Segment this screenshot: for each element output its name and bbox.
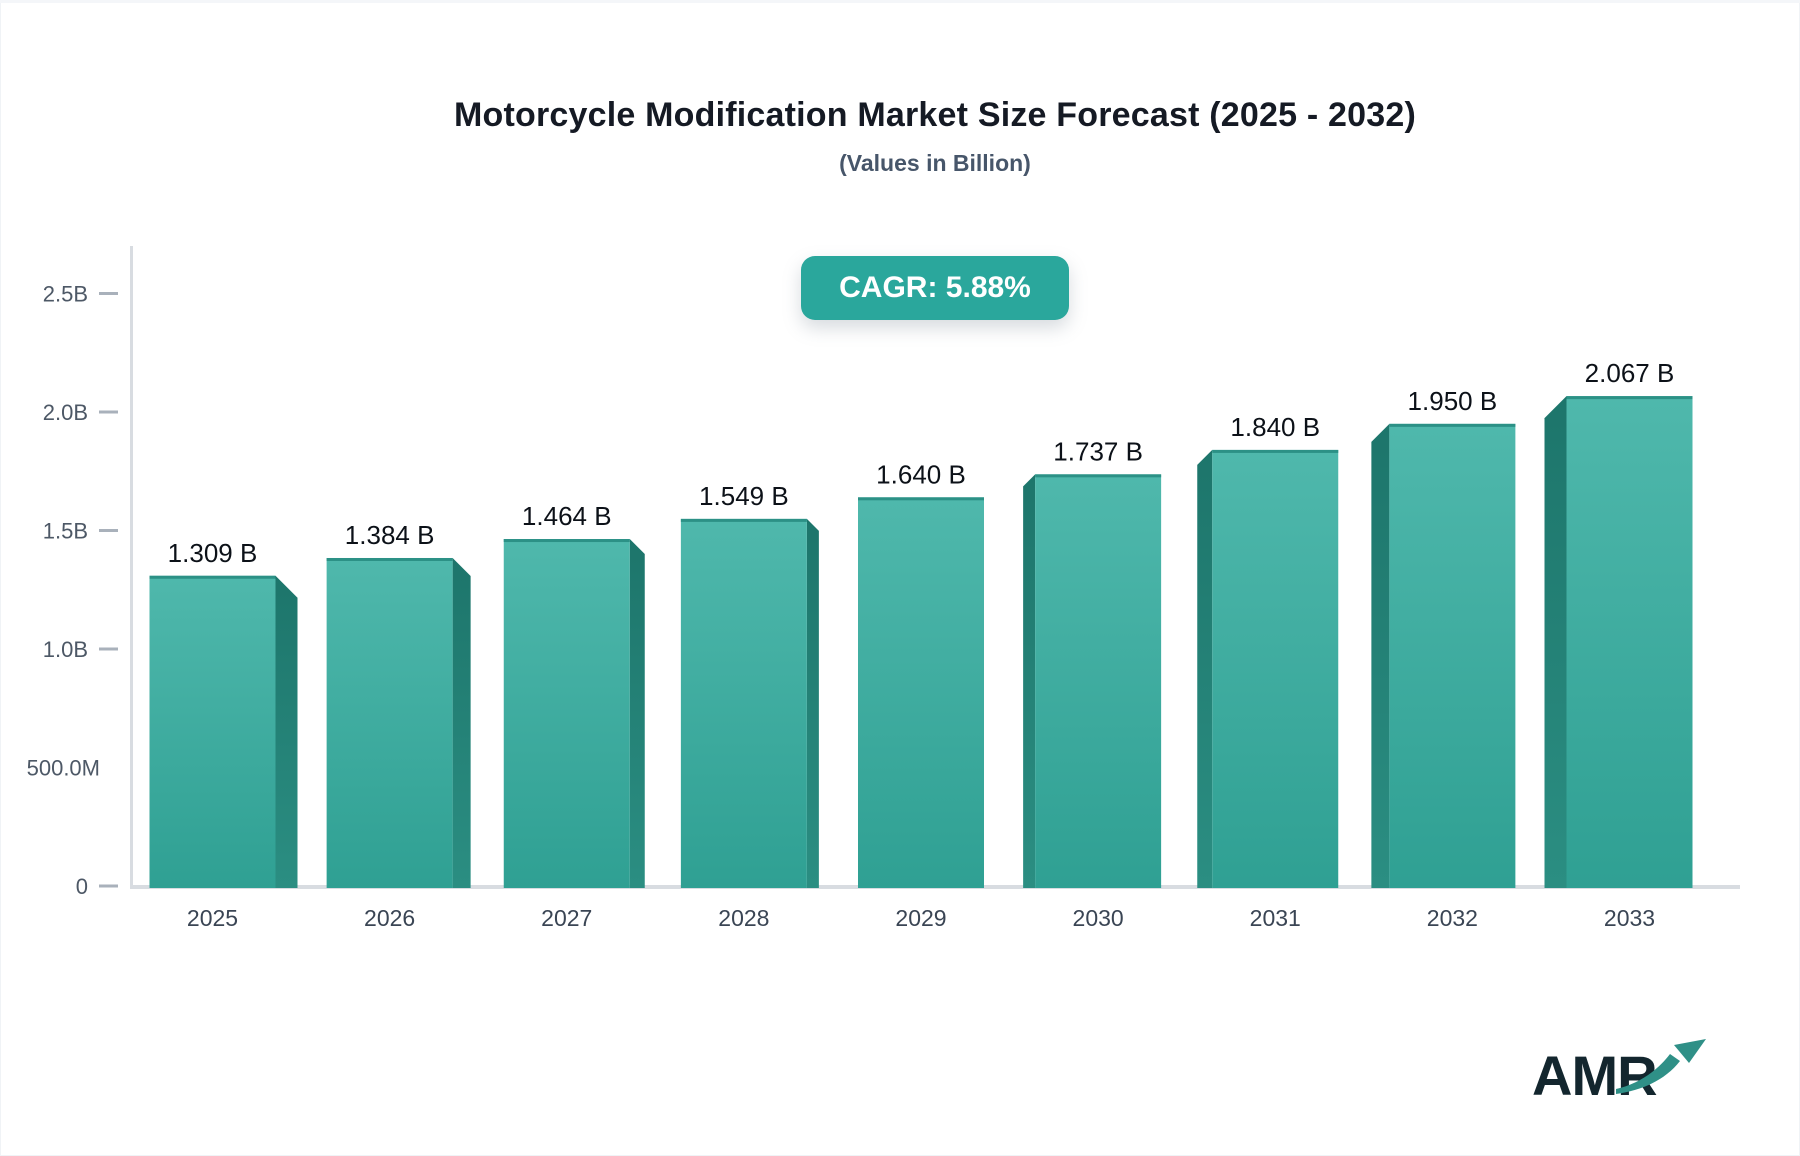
bar-3d-side <box>452 557 471 888</box>
bar-group-2029: 1.640 B 2029 <box>858 459 984 931</box>
x-axis-label-2029: 2029 <box>895 905 946 931</box>
bar-value-label: 1.549 B <box>699 481 789 511</box>
y-axis-label: 2.0B <box>43 400 88 425</box>
bar-2031[interactable] <box>1212 449 1339 888</box>
bar-2032[interactable] <box>1389 423 1516 888</box>
bar-3d-side <box>1023 474 1036 888</box>
x-axis-label-2025: 2025 <box>187 905 238 931</box>
logo-growth-arrow-icon <box>1616 1039 1706 1094</box>
y-axis-label: 500.0M <box>27 756 100 781</box>
bar-value-label: 1.464 B <box>522 501 612 531</box>
bar-group-2027: 1.464 B 2027 <box>503 501 645 931</box>
y-tick-mark <box>99 292 118 295</box>
bar-value-label: 1.950 B <box>1408 386 1498 416</box>
bar-3d-side <box>629 539 645 888</box>
bar-2025[interactable] <box>149 575 276 888</box>
bar-value-label: 1.309 B <box>168 538 258 568</box>
x-axis-label-2032: 2032 <box>1427 905 1478 931</box>
bar-2030[interactable] <box>1035 474 1162 888</box>
y-axis-label: 2.5B <box>43 282 88 307</box>
y-tick-mark <box>99 884 118 888</box>
bar-3d-side <box>1544 396 1567 888</box>
bar-top-edge <box>1389 423 1516 427</box>
x-axis-label-2033: 2033 <box>1604 905 1655 931</box>
amr-logo: AMR <box>1532 1039 1722 1126</box>
bar-group-2033: 2.067 B 2033 <box>1544 358 1693 931</box>
x-axis-label-2030: 2030 <box>1073 905 1124 931</box>
y-axis-label: 1.5B <box>43 519 88 544</box>
bar-top-edge <box>503 539 630 543</box>
x-axis-label-2026: 2026 <box>364 905 415 931</box>
bar-2028[interactable] <box>680 518 807 888</box>
page-top-border <box>0 0 1800 3</box>
bar-group-2030: 1.737 B 2030 <box>1023 436 1162 931</box>
y-tick-mark <box>99 647 118 651</box>
bar-value-label: 1.640 B <box>876 459 966 489</box>
cagr-badge-row: CAGR: 5.88% <box>130 256 1740 320</box>
bar-top-edge <box>326 557 453 561</box>
bar-value-label: 1.384 B <box>345 520 435 550</box>
bar-3d-side <box>1197 449 1213 888</box>
bar-top-edge <box>149 575 276 579</box>
bar-3d-side <box>1371 423 1390 888</box>
y-tick-mark <box>99 410 118 414</box>
bar-2033[interactable] <box>1566 396 1693 888</box>
bar-group-2031: 1.840 B 2031 <box>1197 412 1339 931</box>
bar-3d-side <box>275 575 298 888</box>
bar-top-edge <box>680 518 807 522</box>
bar-value-label: 1.840 B <box>1230 412 1320 442</box>
bar-group-2025: 1.309 B 2025 <box>149 538 298 931</box>
x-axis-label-2027: 2027 <box>541 905 592 931</box>
page-subtitle: (Values in Billion) <box>839 150 1031 176</box>
x-axis-label-2031: 2031 <box>1250 905 1301 931</box>
y-axis-label: 1.0B <box>43 637 88 662</box>
bar-top-edge <box>858 497 984 501</box>
bar-group-2032: 1.950 B 2032 <box>1371 386 1516 931</box>
bar-group-2028: 1.549 B 2028 <box>680 481 819 931</box>
bar-2027[interactable] <box>503 539 630 888</box>
bar-2029[interactable] <box>858 497 984 888</box>
y-axis-label: 0 <box>76 874 88 899</box>
page-title: Motorcycle Modification Market Size Fore… <box>453 96 1417 134</box>
x-axis-label-2028: 2028 <box>718 905 769 931</box>
bar-3d-side <box>806 518 819 888</box>
y-axis-line <box>130 246 133 888</box>
cagr-badge: CAGR: 5.88% <box>801 256 1069 320</box>
bar-top-edge <box>1035 474 1162 478</box>
bar-top-edge <box>1212 449 1339 453</box>
amr-logo-text: AMR <box>1532 1044 1658 1107</box>
y-tick-mark <box>99 529 118 532</box>
bar-2026[interactable] <box>326 557 453 888</box>
bar-group-2026: 1.384 B 2026 <box>326 520 471 931</box>
bar-value-label: 1.737 B <box>1053 436 1143 466</box>
bar-top-edge <box>1566 396 1693 400</box>
bar-value-label: 2.067 B <box>1585 358 1675 388</box>
